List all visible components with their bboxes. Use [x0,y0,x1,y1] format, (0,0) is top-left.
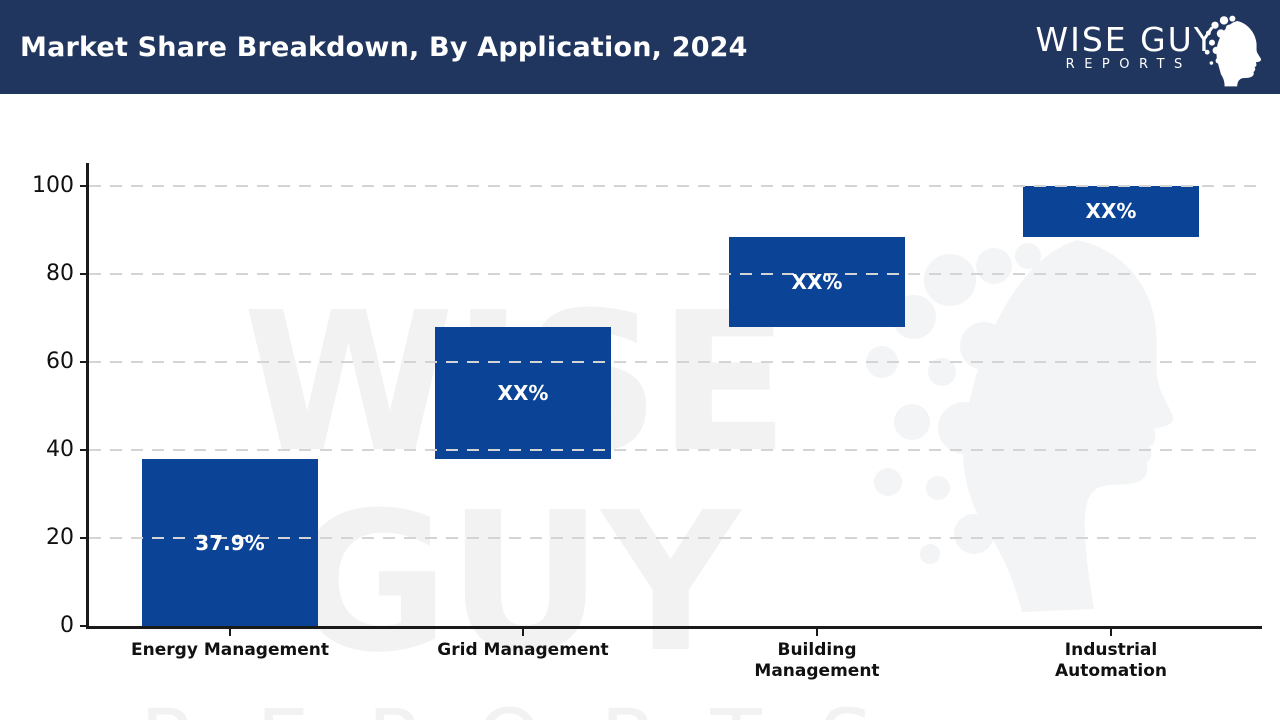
bar-value-label-2: XX% [497,381,549,406]
bar-value-label-3: XX% [791,269,843,294]
ytick-mark-0 [80,625,88,627]
x-axis-line [86,626,1262,629]
ytick-mark-40 [80,449,88,451]
y-axis-line [86,163,89,629]
bar-2 [435,326,611,460]
ytick-label-0: 0 [60,613,74,638]
ytick-mark-80 [80,273,88,275]
page-title: Market Share Breakdown, By Application, … [20,31,748,63]
bar-4 [1023,186,1199,237]
bar-value-label-4: XX% [1085,199,1137,224]
xtick-mark-4 [1110,627,1112,636]
category-label-3: Building Management [754,640,880,681]
category-label-2: Grid Management [437,640,609,660]
gridline-80 [89,273,1262,275]
header: Market Share Breakdown, By Application, … [0,0,1280,94]
ytick-label-20: 20 [46,525,74,550]
gridline-100 [89,185,1262,187]
gridline-40 [89,449,1262,451]
xtick-mark-2 [522,627,524,636]
logo-text: WISE GUY REPORTS [1035,23,1216,73]
ytick-mark-100 [80,185,88,187]
category-label-1: Energy Management [131,640,329,660]
ytick-label-100: 100 [32,173,74,198]
xtick-mark-3 [816,627,818,636]
gridline-20 [89,537,1262,539]
logo-head-icon [1204,15,1262,87]
category-label-4: Industrial Automation [1055,640,1167,681]
bar-value-label-1: 37.9% [195,530,265,555]
ytick-label-60: 60 [46,349,74,374]
bar-1 [142,459,318,626]
gridline-60 [89,361,1262,363]
logo-subtitle: REPORTS [1065,57,1192,72]
watermark-subtitle: REPORTS [110,692,920,720]
chart-area: WISE GUY REPORTS 02040608010037.9%Energy… [0,94,1280,720]
xtick-mark-1 [229,627,231,636]
bar-3 [729,236,905,327]
ytick-label-40: 40 [46,437,74,462]
ytick-mark-20 [80,537,88,539]
ytick-label-80: 80 [46,261,74,286]
logo-wordmark: WISE GUY [1035,20,1216,59]
wiseguy-logo: WISE GUY REPORTS [1016,6,1266,90]
ytick-mark-60 [80,361,88,363]
